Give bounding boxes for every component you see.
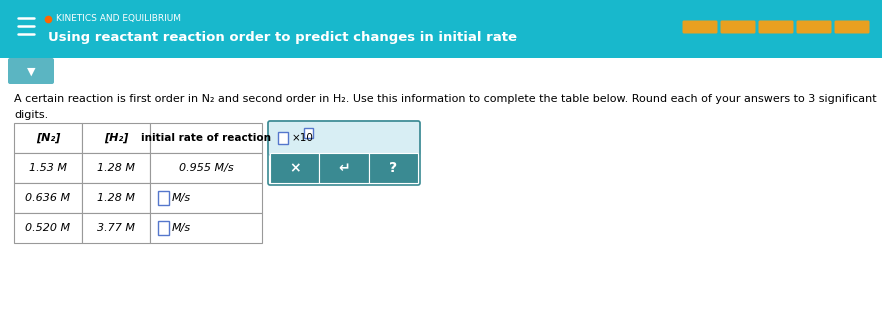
Text: [N₂]: [N₂] [36, 133, 60, 143]
Text: initial rate of reaction: initial rate of reaction [141, 133, 271, 143]
Text: 3.77 M: 3.77 M [97, 223, 135, 233]
Bar [150, 123, 262, 153]
Bar [82, 213, 150, 243]
Bar [82, 123, 150, 153]
Bar [304, 128, 313, 138]
FancyBboxPatch shape [268, 121, 420, 155]
FancyBboxPatch shape [683, 20, 717, 33]
Text: ×: × [288, 161, 301, 175]
Text: [H₂]: [H₂] [104, 133, 128, 143]
FancyBboxPatch shape [796, 20, 832, 33]
FancyBboxPatch shape [759, 20, 794, 33]
Bar [0, 0, 882, 58]
Bar [319, 153, 369, 183]
Bar [82, 183, 150, 213]
Bar [278, 132, 288, 144]
Bar [150, 183, 262, 213]
FancyBboxPatch shape [8, 58, 54, 84]
Text: A certain reaction is first order in N₂ and second order in H₂. Use this informa: A certain reaction is first order in N₂ … [14, 94, 877, 104]
Text: digits.: digits. [14, 110, 49, 120]
Text: KINETICS AND EQUILIBRIUM: KINETICS AND EQUILIBRIUM [56, 14, 181, 24]
Bar [270, 153, 319, 183]
Bar [150, 153, 262, 183]
Bar [369, 153, 418, 183]
Bar [14, 123, 82, 153]
Bar [158, 221, 169, 235]
Text: ▼: ▼ [26, 67, 35, 77]
FancyBboxPatch shape [721, 20, 756, 33]
Text: 1.53 M: 1.53 M [29, 163, 67, 173]
Text: 1.28 M: 1.28 M [97, 163, 135, 173]
Text: Using reactant reaction order to predict changes in initial rate: Using reactant reaction order to predict… [48, 32, 517, 44]
Text: ?: ? [389, 161, 398, 175]
Text: ×10: ×10 [292, 133, 314, 143]
FancyBboxPatch shape [834, 20, 870, 33]
Bar [82, 153, 150, 183]
Bar [14, 183, 82, 213]
Bar [150, 213, 262, 243]
Text: 0.955 M/s: 0.955 M/s [179, 163, 234, 173]
Bar [14, 213, 82, 243]
Text: ↵: ↵ [338, 161, 350, 175]
Bar [14, 153, 82, 183]
Bar [158, 191, 169, 205]
Text: M/s: M/s [172, 193, 191, 203]
Text: 0.520 M: 0.520 M [26, 223, 71, 233]
Text: M/s: M/s [172, 223, 191, 233]
Text: 0.636 M: 0.636 M [26, 193, 71, 203]
Text: 1.28 M: 1.28 M [97, 193, 135, 203]
